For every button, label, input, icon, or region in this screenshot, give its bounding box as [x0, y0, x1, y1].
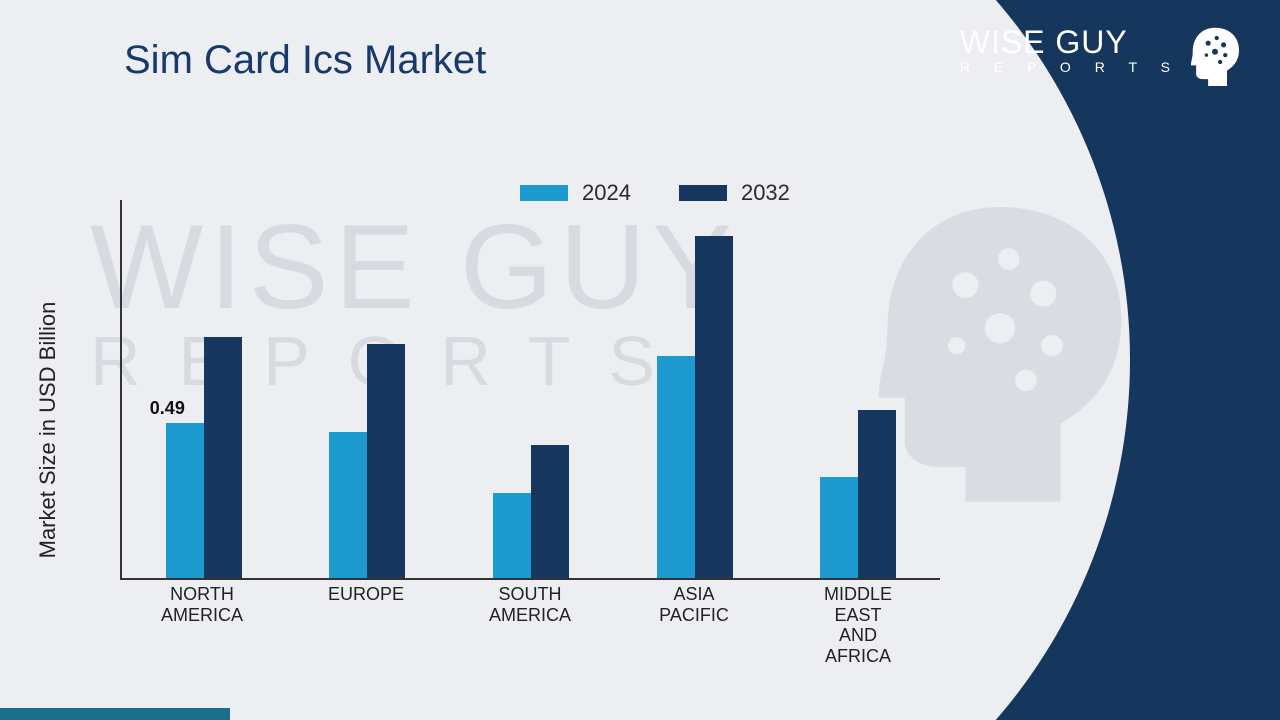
bar — [367, 344, 405, 578]
bar — [531, 445, 569, 578]
chart: Market Size in USD Billion 0.49 NORTH AM… — [60, 170, 960, 690]
y-axis-label: Market Size in USD Billion — [35, 302, 61, 559]
x-axis-label: SOUTH AMERICA — [460, 584, 600, 667]
bar — [858, 410, 896, 578]
bar — [329, 432, 367, 578]
page-title: Sim Card Ics Market — [124, 38, 486, 83]
legend-label-2024: 2024 — [582, 180, 631, 206]
x-axis-label: EUROPE — [296, 584, 436, 667]
brand-line2: R E P O R T S — [960, 60, 1180, 74]
brand-line1: WISE GUY — [960, 26, 1180, 58]
bar — [166, 423, 204, 578]
bar-groups: 0.49 — [122, 200, 940, 578]
legend-item-2032: 2032 — [679, 180, 790, 206]
legend-label-2032: 2032 — [741, 180, 790, 206]
x-axis-label: ASIA PACIFIC — [624, 584, 764, 667]
plot-area: 0.49 — [120, 200, 940, 580]
bar — [204, 337, 242, 578]
bar-group — [463, 200, 599, 578]
x-axis-labels: NORTH AMERICA EUROPE SOUTH AMERICA ASIA PAC… — [120, 584, 940, 667]
bar-value-label: 0.49 — [150, 398, 185, 419]
brand-logo: WISE GUY R E P O R T S — [960, 26, 1242, 86]
bar-group — [790, 200, 926, 578]
x-axis-label: MIDDLE EAST AND AFRICA — [788, 584, 928, 667]
bar — [493, 493, 531, 579]
brand-head-icon — [1188, 26, 1242, 86]
bar — [820, 477, 858, 578]
legend: 2024 2032 — [520, 180, 790, 206]
bar — [695, 236, 733, 578]
legend-item-2024: 2024 — [520, 180, 631, 206]
bar-group: 0.49 — [136, 200, 272, 578]
x-axis-label: NORTH AMERICA — [132, 584, 272, 667]
bar — [657, 356, 695, 578]
legend-swatch-2024 — [520, 185, 568, 201]
bottom-accent-bar — [0, 708, 230, 720]
bar-group — [299, 200, 435, 578]
bar-group — [627, 200, 763, 578]
legend-swatch-2032 — [679, 185, 727, 201]
